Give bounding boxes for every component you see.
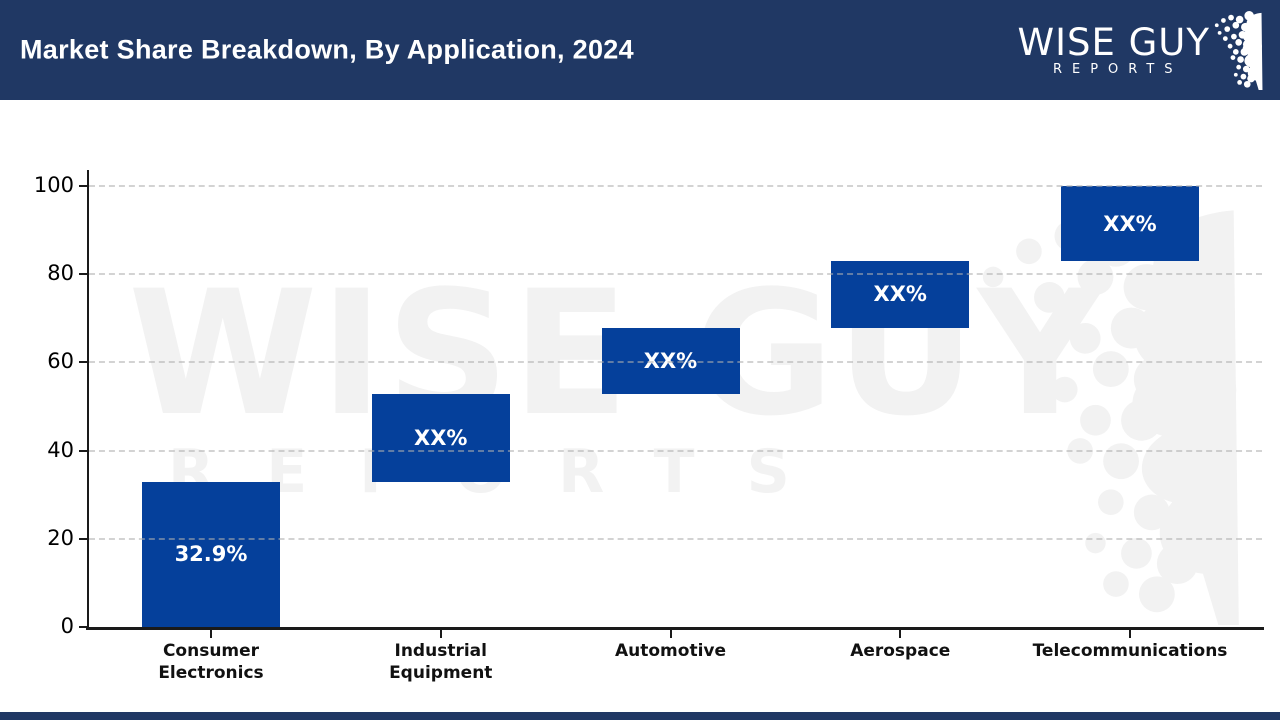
x-tick-mark-industrial-equipment [439,630,442,638]
wise-guy-logo: WISE GUY REPORTS [1018,10,1264,90]
x-category-label-aerospace: Aerospace [850,641,951,661]
bar-value-label: XX% [873,282,927,307]
y-tick-mark-80 [79,273,88,276]
x-tick-mark-automotive [669,630,672,638]
x-axis-line [86,627,1264,630]
y-tick-mark-100 [79,185,88,187]
bar-consumer-electronics: 32.9% [142,481,280,627]
y-tick-label-100: 100 [33,173,74,197]
y-tick-label-20: 20 [47,525,74,550]
bar-aerospace: XX% [831,261,970,328]
gridline-60 [89,361,1262,364]
y-tick-mark-0 [79,626,88,628]
y-tick-mark-40 [79,449,88,452]
bar-automotive: XX% [601,327,740,394]
header-bar: Market Share Breakdown, By Application, … [0,0,1280,100]
x-category-label-automotive: Automotive [614,641,727,661]
y-tick-mark-60 [79,361,88,364]
logo-text: WISE GUY REPORTS [1018,24,1210,76]
x-tick-mark-telecommunications [1129,630,1131,638]
x-tick-mark-aerospace [899,630,902,638]
y-tick-label-80: 80 [47,261,74,286]
footer-bar [0,712,1280,720]
gridline-20 [89,537,1262,540]
y-axis-line [87,170,89,629]
bar-industrial-equipment: XX% [371,393,510,482]
y-tick-label-0: 0 [60,614,74,638]
x-category-label-consumer-electronics: Consumer Electronics [158,641,264,684]
bar-value-label: XX% [414,425,468,450]
gridline-100 [89,185,1262,187]
x-tick-mark-consumer-electronics [210,630,212,638]
bar-value-label: 32.9% [174,542,248,567]
y-tick-label-40: 40 [47,437,74,462]
bar-value-label: XX% [643,348,698,373]
x-category-label-telecommunications: Telecommunications [1032,641,1228,661]
y-tick-mark-20 [79,537,88,540]
bar-value-label: XX% [1103,211,1157,236]
logo-subtext: REPORTS [1052,62,1183,77]
page-title: Market Share Breakdown, By Application, … [20,34,634,65]
logo-wordmark: WISE GUY [1017,21,1210,64]
dotted-head-profile-icon [1214,10,1263,90]
gridline-40 [89,449,1262,452]
bar-telecommunications: XX% [1061,186,1199,262]
y-tick-label-60: 60 [47,349,74,374]
x-category-label-industrial-equipment: Industrial Equipment [389,641,493,684]
gridline-80 [89,273,1262,276]
